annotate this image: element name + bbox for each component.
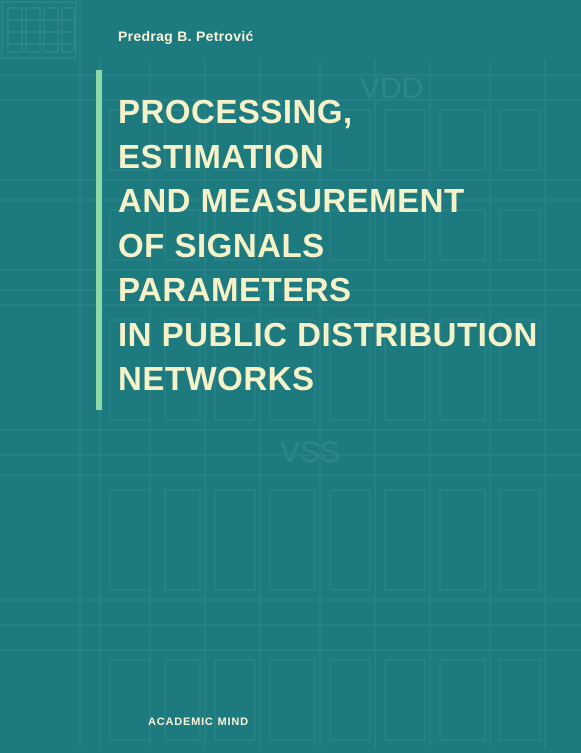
book-title: PROCESSING, ESTIMATION AND MEASUREMENT O… xyxy=(118,90,561,402)
author-name: Predrag B. Petrović xyxy=(118,28,254,44)
circuit-vss-label: VSS xyxy=(280,436,340,469)
title-line: NETWORKS xyxy=(118,357,561,402)
title-line: OF SIGNALS PARAMETERS xyxy=(118,224,561,313)
title-line: AND MEASUREMENT xyxy=(118,179,561,224)
publisher-name: ACADEMIC MIND xyxy=(148,716,249,728)
title-line: PROCESSING, xyxy=(118,90,561,135)
accent-bar xyxy=(96,70,102,410)
title-line: IN PUBLIC DISTRIBUTION xyxy=(118,313,561,358)
corner-chip-decoration xyxy=(0,0,78,60)
title-line: ESTIMATION xyxy=(118,135,561,180)
